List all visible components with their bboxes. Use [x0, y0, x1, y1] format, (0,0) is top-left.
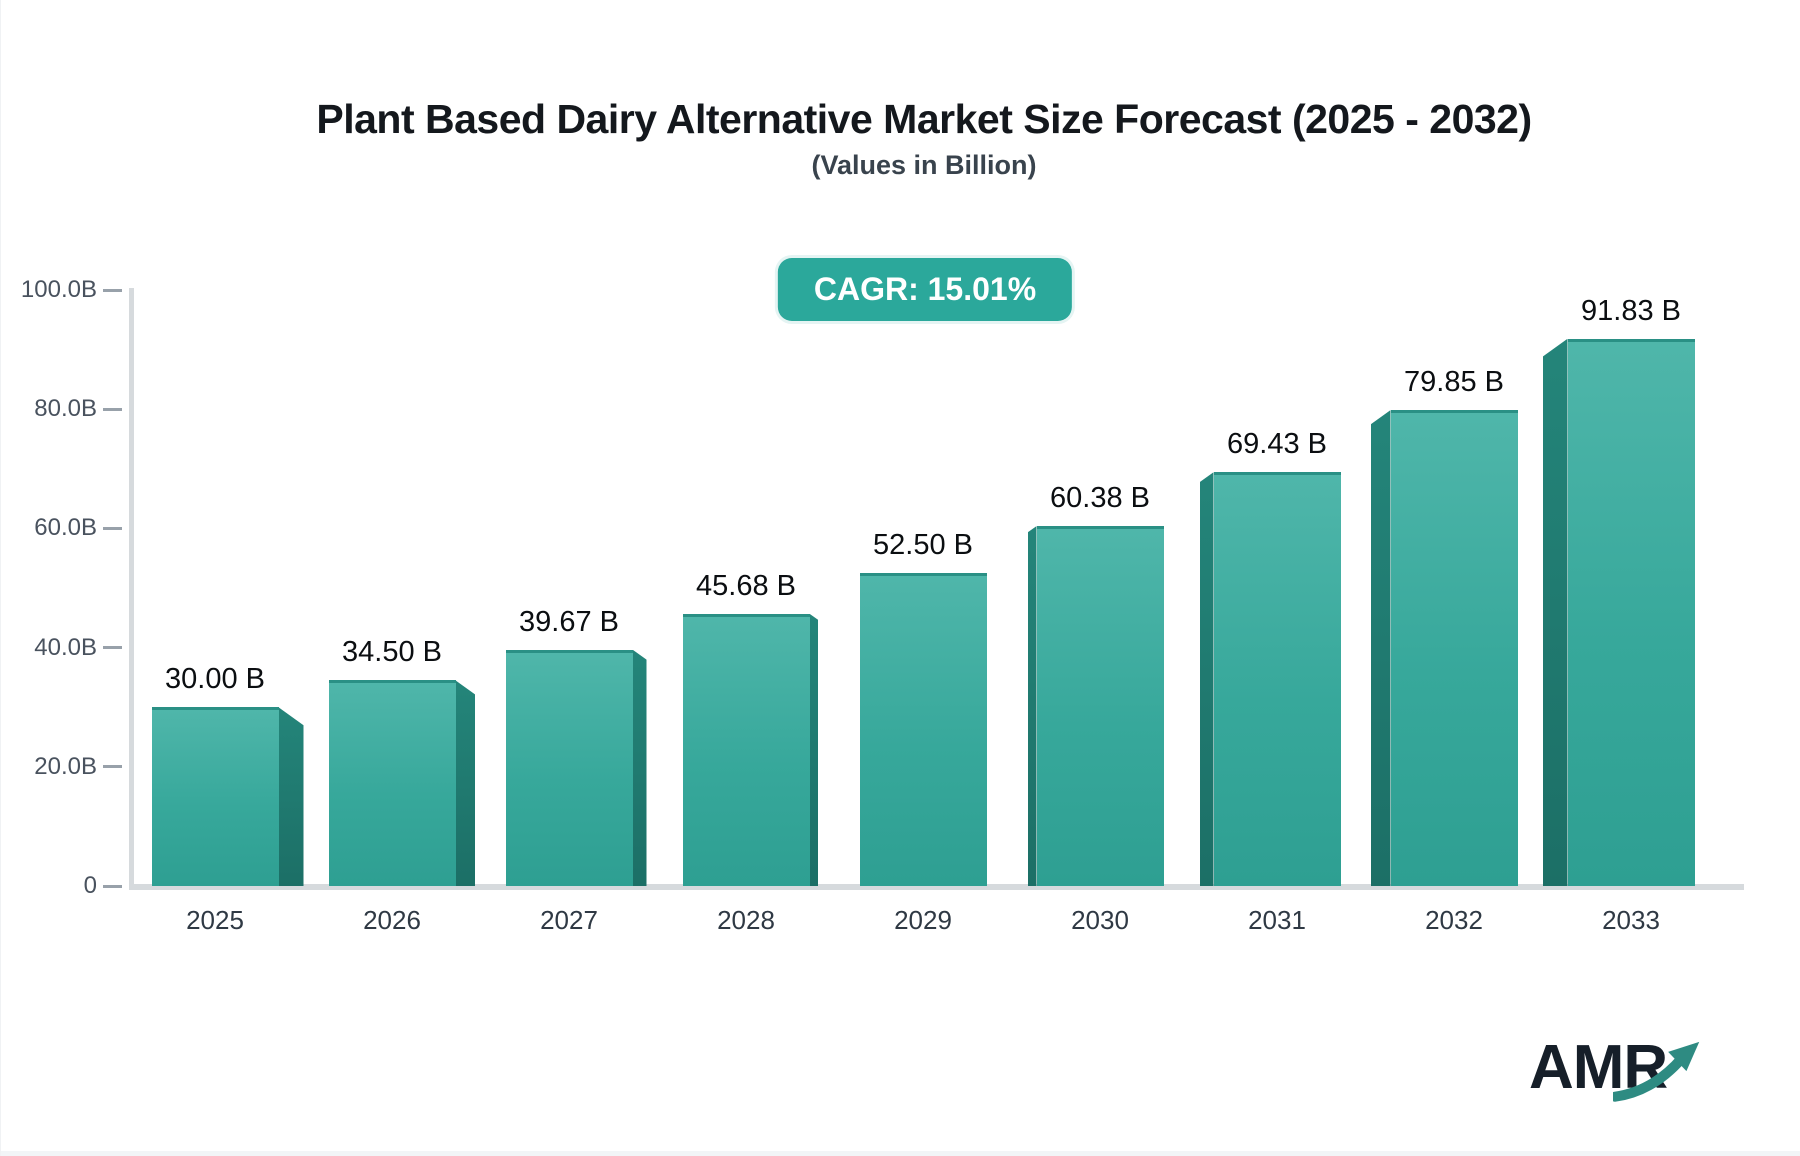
x-axis-label-2027: 2027	[540, 905, 598, 935]
bar-2031	[1213, 472, 1341, 886]
bar-2033	[1567, 338, 1695, 886]
bar-2032	[1390, 410, 1518, 886]
bottom-border	[1, 1151, 1800, 1156]
bar-2027	[505, 649, 633, 886]
amr-logo: AMR	[1529, 1032, 1729, 1112]
y-axis-line	[129, 288, 134, 889]
bar-2030	[1036, 526, 1164, 886]
bar-value-label: 39.67 B	[519, 605, 619, 638]
bar-value-label: 34.50 B	[342, 636, 442, 669]
bar-side-face	[1199, 472, 1214, 886]
bar-2029	[859, 573, 987, 886]
y-tick-label: 60.0B	[34, 514, 97, 542]
y-tick-label: 0	[83, 872, 97, 899]
x-axis-label-2032: 2032	[1425, 905, 1483, 935]
bar-2026	[328, 680, 456, 886]
bar-value-label: 60.38 B	[1050, 482, 1150, 515]
bar-side-face	[1371, 410, 1391, 886]
cagr-badge-label: CAGR: 15.01%	[813, 271, 1037, 307]
bar-side-face	[1028, 526, 1037, 886]
x-axis-label-2029: 2029	[894, 905, 952, 935]
trend-up-arrow-icon	[1613, 1041, 1700, 1102]
y-tick-label: 100.0B	[20, 276, 97, 303]
x-axis-label-2028: 2028	[717, 905, 775, 935]
x-axis-label-2033: 2033	[1602, 905, 1660, 935]
y-tick-mark	[103, 765, 122, 769]
y-tick-mark	[103, 526, 122, 530]
y-tick-mark	[103, 884, 122, 888]
bar-value-label: 69.43 B	[1227, 428, 1327, 461]
bar-value-label: 45.68 B	[696, 569, 796, 602]
bar-side-face	[278, 707, 304, 886]
y-tick-mark	[103, 646, 122, 650]
bar-value-label: 91.83 B	[1581, 294, 1681, 327]
y-tick-mark	[103, 407, 122, 411]
chart-subtitle: (Values in Billion)	[811, 150, 1037, 180]
y-tick-label: 80.0B	[34, 395, 97, 423]
bar-2028	[682, 613, 810, 886]
bar-value-label: 30.00 B	[165, 663, 265, 696]
x-axis-label-2030: 2030	[1071, 905, 1129, 935]
bar-2025	[151, 707, 279, 886]
bar-side-face	[455, 680, 475, 886]
bar-side-face	[809, 613, 818, 886]
bar-side-face	[632, 649, 647, 886]
x-axis-label-2031: 2031	[1248, 905, 1306, 935]
y-tick-label: 40.0B	[34, 633, 97, 661]
x-axis-label-2026: 2026	[363, 905, 421, 935]
cagr-badge: CAGR: 15.01%	[777, 258, 1073, 321]
y-tick-label: 20.0B	[34, 752, 97, 780]
x-axis-line	[129, 884, 1744, 890]
y-tick-mark	[103, 288, 122, 292]
bar-side-face	[1542, 338, 1568, 886]
bar-value-label: 79.85 B	[1404, 366, 1504, 399]
bar-value-label: 52.50 B	[873, 529, 973, 562]
page-title: Plant Based Dairy Alternative Market Siz…	[316, 96, 1532, 142]
x-axis-label-2025: 2025	[186, 905, 244, 935]
